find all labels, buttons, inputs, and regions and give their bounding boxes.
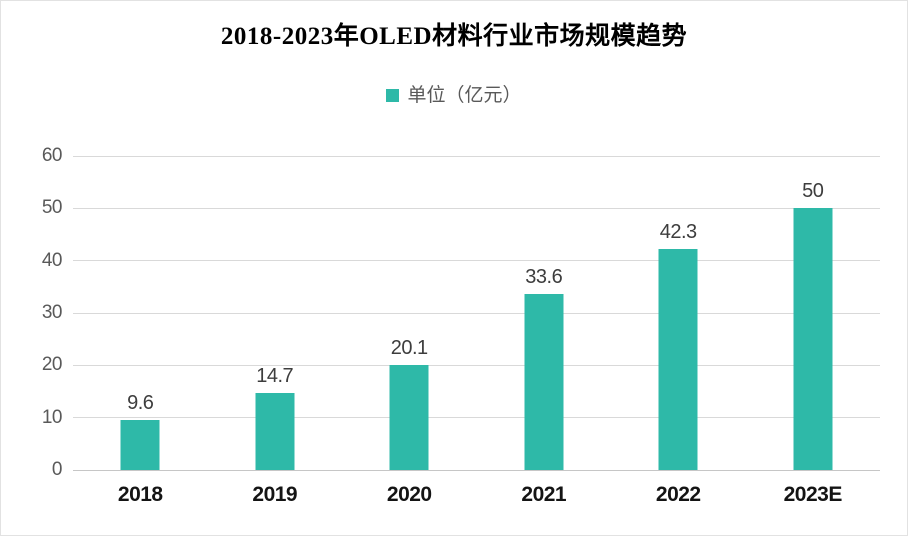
bar-value-label: 9.6 [127,391,154,414]
bar-column-2021: 33.6 [477,156,611,470]
gridline [73,207,880,209]
y-tick-label: 0 [51,459,63,480]
gridline [73,155,880,157]
x-tick-label: 2020 [386,483,432,506]
bar-value-label: 50 [802,180,824,203]
x-tick-label: 2022 [655,483,701,506]
bar-column-2018: 9.6 [73,156,207,470]
y-axis: 0 10 20 30 40 50 60 [16,146,63,480]
x-axis: 2018 2019 2020 2021 2022 2023E [73,482,880,510]
bar-value-label: 33.6 [525,266,563,289]
bar-column-2023E: 50 [746,156,880,470]
legend: 单位（亿元） [0,83,908,107]
bar-value-label: 42.3 [659,220,697,243]
y-tick-label: 20 [41,354,63,376]
bar-column-2022: 42.3 [611,156,745,470]
x-tick-label: 2019 [252,483,298,506]
gridline [73,312,880,314]
gridline [73,364,880,366]
gridline [73,417,880,419]
bar-column-2020: 20.1 [342,156,476,470]
plot-area: 9.6 14.7 20.1 33.6 42.3 50 [73,155,880,471]
gridline [73,260,880,262]
y-tick-label: 10 [41,406,63,428]
x-axis-line [73,469,880,471]
x-tick-label: 2023E [783,483,843,506]
x-tick-label: 2018 [117,483,163,506]
bar-2020 [389,364,429,470]
bar-2023E [793,208,833,470]
y-tick-label: 60 [41,145,63,166]
legend-swatch [386,88,400,102]
bar-2018 [120,419,160,470]
legend-label: 单位（亿元） [407,84,522,106]
chart-title: 2018-2023年OLED材料行业市场规模趋势 [220,23,688,50]
y-tick-label: 30 [41,302,63,323]
bar-value-label: 14.7 [256,365,294,388]
bar-2022 [658,248,698,470]
bar-column-2019: 14.7 [207,156,341,470]
x-tick-label: 2021 [521,483,567,506]
y-tick-label: 40 [41,249,63,271]
bar-2021 [524,294,564,470]
bar-2019 [255,393,295,470]
y-tick-label: 50 [41,197,63,219]
bar-value-label: 20.1 [390,336,428,359]
